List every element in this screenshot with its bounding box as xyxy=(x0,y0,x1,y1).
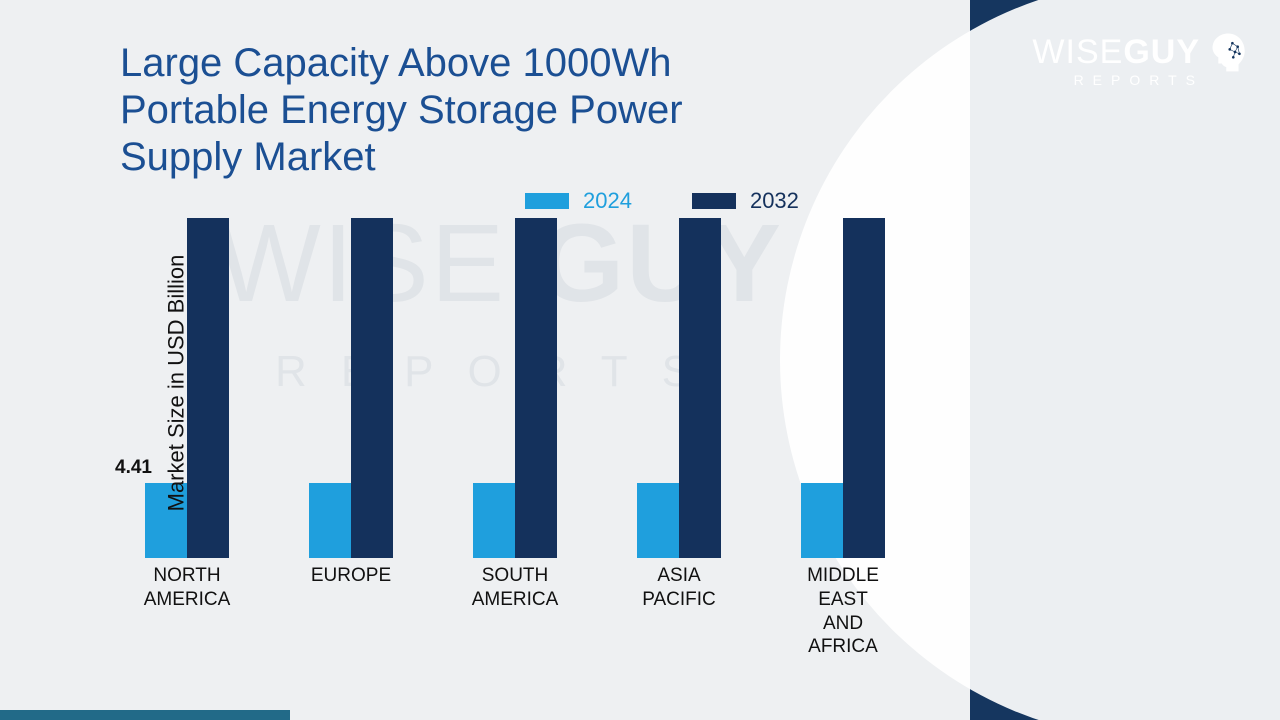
legend-swatch-2024 xyxy=(525,193,569,209)
brand-name-light: WISE xyxy=(1032,33,1123,72)
x-axis-label: NORTH AMERICA xyxy=(127,564,247,659)
bar-group xyxy=(291,218,411,558)
legend-item-2032: 2032 xyxy=(692,188,799,214)
bar-2024 xyxy=(473,483,515,558)
bar-group xyxy=(619,218,739,558)
x-axis-label: EUROPE xyxy=(291,564,411,659)
bar-2024 xyxy=(309,483,351,558)
x-axis-label: ASIA PACIFIC xyxy=(619,564,739,659)
bars-container: 4.41 xyxy=(105,218,925,558)
head-icon xyxy=(1206,30,1250,74)
bar-group xyxy=(455,218,575,558)
bar-2032 xyxy=(187,218,229,558)
legend: 2024 2032 xyxy=(525,188,799,214)
x-axis-label: SOUTH AMERICA xyxy=(455,564,575,659)
bar-2024 xyxy=(801,483,843,558)
bar-2032 xyxy=(515,218,557,558)
x-axis: NORTH AMERICA EUROPE SOUTH AMERICA ASIA PAC… xyxy=(105,564,925,659)
footer-accent-bar xyxy=(0,710,290,720)
bar-group xyxy=(783,218,903,558)
brand-name-bold: GUY xyxy=(1123,33,1200,72)
legend-label-2032: 2032 xyxy=(750,188,799,214)
brand-logo: WISEGUY REPORTS xyxy=(1032,30,1250,88)
legend-swatch-2032 xyxy=(692,193,736,209)
brand-sub: REPORTS xyxy=(1032,72,1250,88)
bar-2032 xyxy=(843,218,885,558)
y-axis-label: Market Size in USD Billion xyxy=(163,255,189,512)
legend-label-2024: 2024 xyxy=(583,188,632,214)
bar-2032 xyxy=(679,218,721,558)
x-axis-label: MIDDLE EAST AND AFRICA xyxy=(783,564,903,659)
chart-title: Large Capacity Above 1000Wh Portable Ene… xyxy=(120,40,800,182)
bar-value-label: 4.41 xyxy=(115,457,152,479)
bar-2024 xyxy=(637,483,679,558)
chart-canvas: WISEGUY REPORTS Large Capacity Above 100… xyxy=(0,0,1280,720)
chart-area: 4.41 xyxy=(105,218,925,558)
bar-2032 xyxy=(351,218,393,558)
legend-item-2024: 2024 xyxy=(525,188,632,214)
